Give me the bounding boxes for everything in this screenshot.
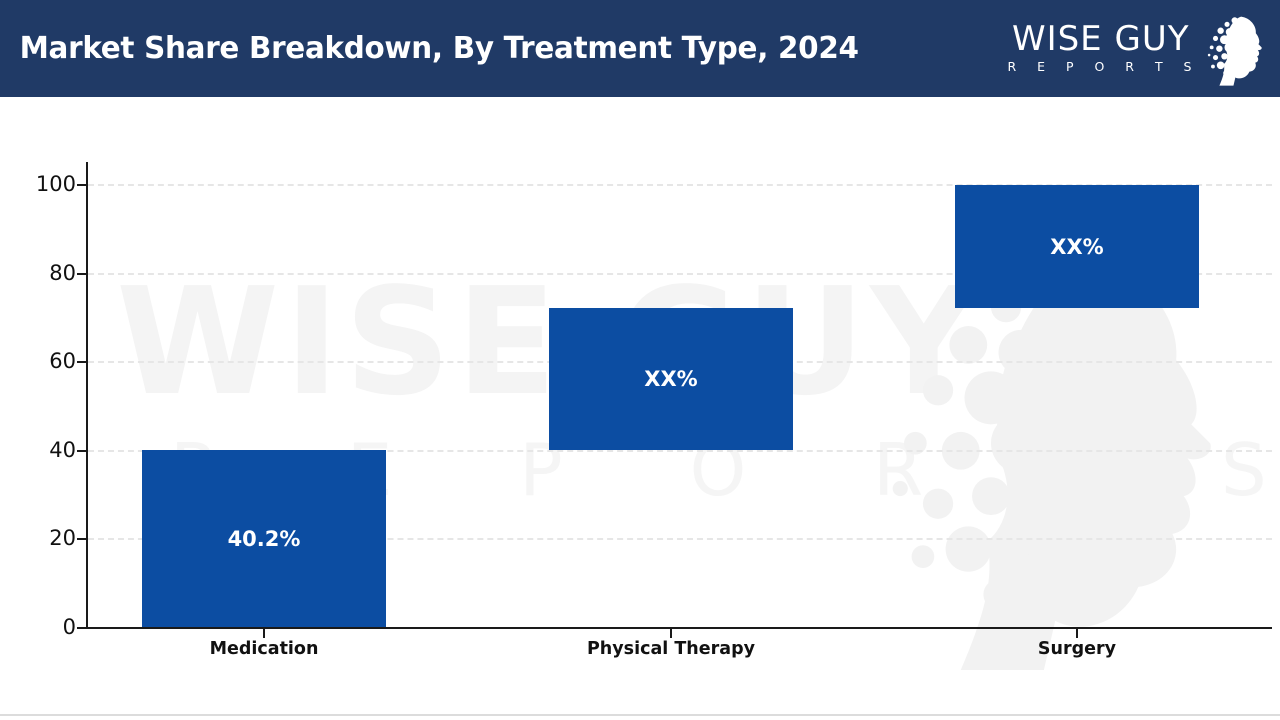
y-tick-label: 20	[49, 526, 76, 551]
gridline	[88, 538, 1272, 541]
brand-logo: WISE GUY R E P O R T S	[1001, 8, 1268, 88]
brand-name: WISE GUY	[1011, 18, 1190, 59]
gridline	[88, 449, 1272, 452]
y-tick-label: 80	[49, 260, 76, 285]
y-tick-mark	[77, 361, 86, 364]
bar-value-label: 40.2%	[227, 526, 301, 551]
y-tick-mark	[77, 184, 86, 186]
gridline	[88, 272, 1272, 275]
x-tick-mark	[1076, 629, 1078, 638]
x-tick-mark	[670, 629, 672, 638]
x-category-label: Surgery	[1037, 639, 1117, 659]
bottom-border-line	[0, 714, 1280, 716]
bar-value-label: XX%	[1050, 234, 1104, 259]
y-tick-mark	[77, 538, 86, 541]
x-category-label: Medication	[209, 639, 319, 659]
x-axis-spine	[85, 627, 1272, 629]
y-tick-label: 40	[49, 437, 76, 462]
y-axis-spine	[86, 162, 88, 629]
y-tick-label: 100	[35, 172, 76, 196]
gridline	[88, 184, 1272, 186]
header-bar: Market Share Breakdown, By Treatment Typ…	[0, 0, 1280, 97]
bar-surgery: XX%	[955, 185, 1199, 309]
y-tick-mark	[77, 449, 86, 452]
brand-head-icon	[1204, 8, 1268, 88]
watermark-wordmark: WISE GUY	[116, 256, 983, 428]
x-category-label: Physical Therapy	[586, 639, 756, 659]
y-tick-mark	[77, 272, 86, 275]
bar-physical-therapy: XX%	[549, 308, 793, 450]
x-tick-mark	[263, 629, 265, 638]
y-tick-mark	[77, 627, 86, 629]
bar-medication: 40.2%	[142, 449, 386, 628]
chart-title: Market Share Breakdown, By Treatment Typ…	[19, 31, 859, 66]
y-tick-label: 0	[62, 615, 76, 639]
brand-subtitle: R E P O R T S	[1007, 59, 1200, 75]
bar-value-label: XX%	[644, 367, 698, 392]
y-tick-label: 60	[49, 349, 76, 374]
brand-wordmark: WISE GUY R E P O R T S	[1001, 18, 1200, 75]
